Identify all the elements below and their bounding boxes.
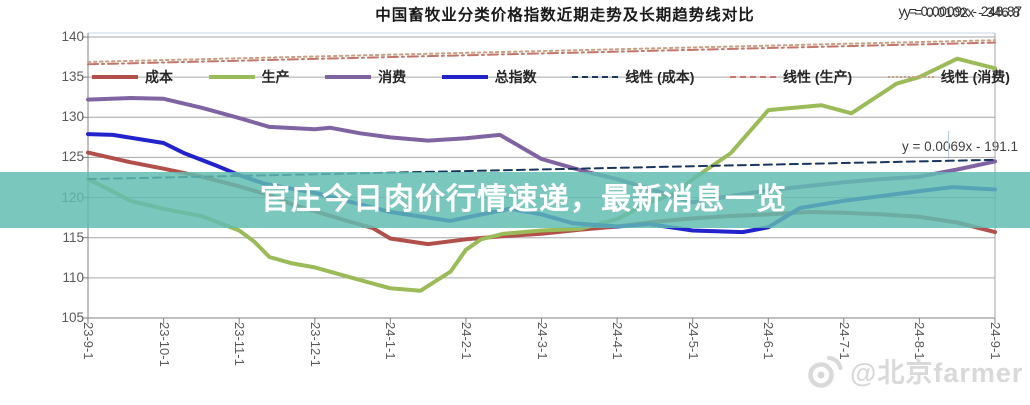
x-tick-label: 23-10-1 [156,322,172,367]
y-tick-label: 110 [62,269,84,285]
textbox-border-fragment [948,131,949,159]
cost-line-sample [92,75,138,79]
watermark-text: @北京farmer [850,357,1024,388]
y-tick-label: 125 [61,149,84,165]
total-index-line-sample [441,75,488,79]
y-tick-label: 105 [61,310,84,325]
legend-item-linear-consumption: 线性 (消费) [887,67,1010,87]
legend-item-production: 生产 [208,67,290,87]
legend-item-total-index: 总指数 [441,67,537,87]
chart-legend: 成本 生产 消费 总指数 线性 (成本) 线性 (生产) 线性 (消费) [92,67,1010,87]
y-tick-label: 135 [61,69,84,85]
x-tick-label: 24-1-1 [383,322,399,360]
x-tick-label: 23-9-1 [81,322,96,360]
y-tick-label: 115 [62,229,84,245]
x-tick-label: 24-5-1 [685,322,701,360]
x-tick-label: 24-3-1 [534,322,550,360]
x-tick-label: 23-12-1 [307,322,323,367]
linear-production-line-sample [729,76,776,78]
legend-item-cost: 成本 [92,67,173,87]
trendline-equation-top-2: y = 0.0102x - 346.8 [904,5,1020,20]
banner-title: 官庄今日肉价行情速递，最新消息一览 [260,183,787,216]
legend-item-consumption: 消费 [325,67,406,87]
legend-item-linear-production: 线性 (生产) [729,67,852,87]
consumption-line-sample [325,75,372,79]
weibo-logo-icon [808,356,843,388]
x-tick-label: 23-11-1 [232,322,248,366]
linear-cost-line-sample [572,76,619,78]
y-tick-label: 140 [61,29,84,44]
x-tick-label: 24-2-1 [458,322,474,360]
watermark: @北京farmer [804,350,1023,390]
trendline-equation-top-1: y = 0.0009x - 248.87 [898,4,1022,19]
legend-item-linear-cost: 线性 (成本) [572,67,694,87]
y-tick-label: 130 [61,109,84,125]
x-tick-label: 24-6-1 [761,322,777,360]
chart-title: 中国畜牧业分类价格指数近期走势及长期趋势线对比 [375,7,755,24]
trendline-equation-mid: y = 0.0069x - 191.1 [902,139,1018,154]
linear-consumption-line-sample [887,76,934,78]
production-line-sample [208,75,255,79]
news-banner: 官庄今日肉价行情速递，最新消息一览 [0,172,1030,228]
x-tick-label: 24-4-1 [610,322,626,360]
